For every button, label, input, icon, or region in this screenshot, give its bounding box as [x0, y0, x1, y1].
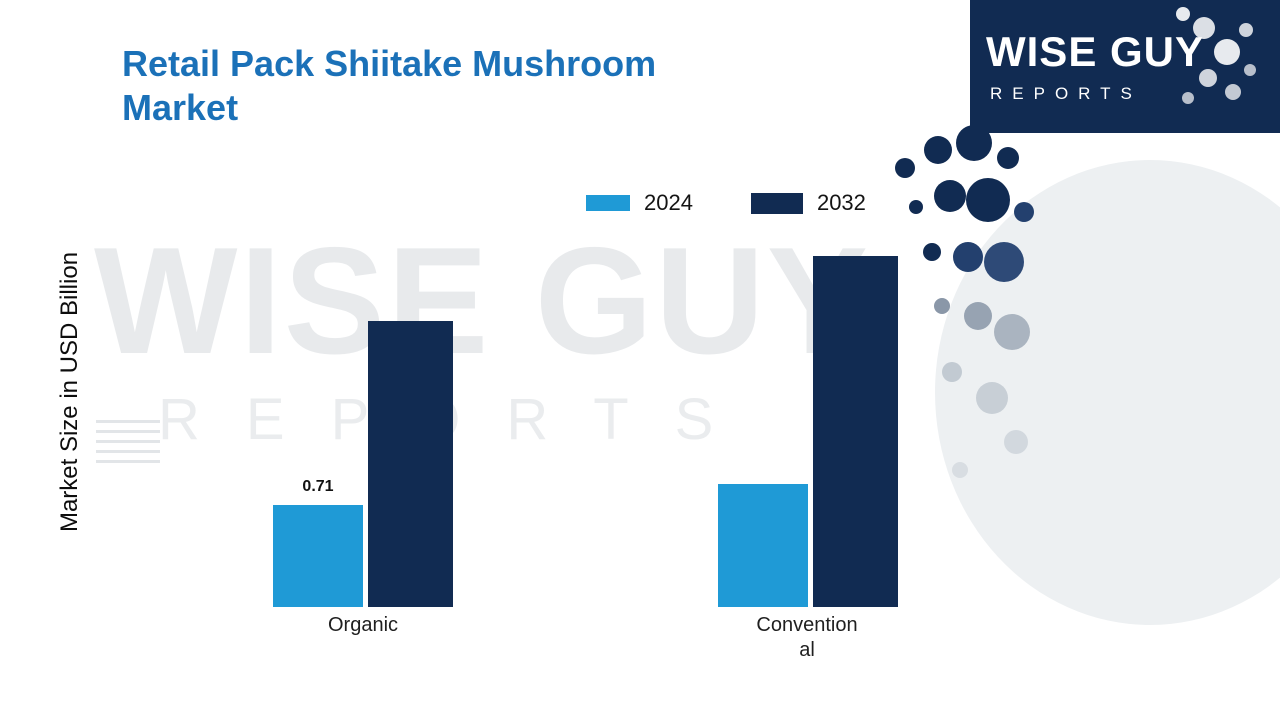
- watermark-lines: [96, 420, 160, 466]
- legend-label-2032: 2032: [816, 190, 866, 215]
- category-label-organic: Organic: [327, 614, 399, 636]
- bar-value-label: 0.71: [302, 478, 334, 495]
- logo-wiseguy-text: WISE GUY: [986, 28, 1205, 75]
- legend-item-2024: 2024: [586, 190, 693, 216]
- conventional-2032-bar: [813, 256, 898, 607]
- wiseguy-logo: WISE GUY REPORTS: [970, 0, 1280, 133]
- bar-group: 0.71: [273, 207, 453, 607]
- page-title: Retail Pack Shiitake Mushroom Market: [122, 43, 657, 128]
- legend-swatch-2032: [750, 192, 803, 214]
- organic-2032-bar: [368, 321, 453, 607]
- watermark-wiseguy-text: WISE GUY: [94, 216, 871, 386]
- logo-reports-text: REPORTS: [990, 84, 1142, 103]
- chart-legend: 2024 2032: [586, 190, 866, 216]
- legend-swatch-2024: [586, 195, 630, 211]
- bar-group: [718, 207, 898, 607]
- category-label-conventional: Conventional: [756, 614, 858, 661]
- logo-face-dots-icon: [970, 0, 1280, 133]
- legend-label-2024: 2024: [644, 190, 693, 215]
- organic-2024-bar: [273, 505, 363, 607]
- conventional-2024-bar: [718, 484, 808, 607]
- legend-item-2032: 2032: [750, 190, 866, 216]
